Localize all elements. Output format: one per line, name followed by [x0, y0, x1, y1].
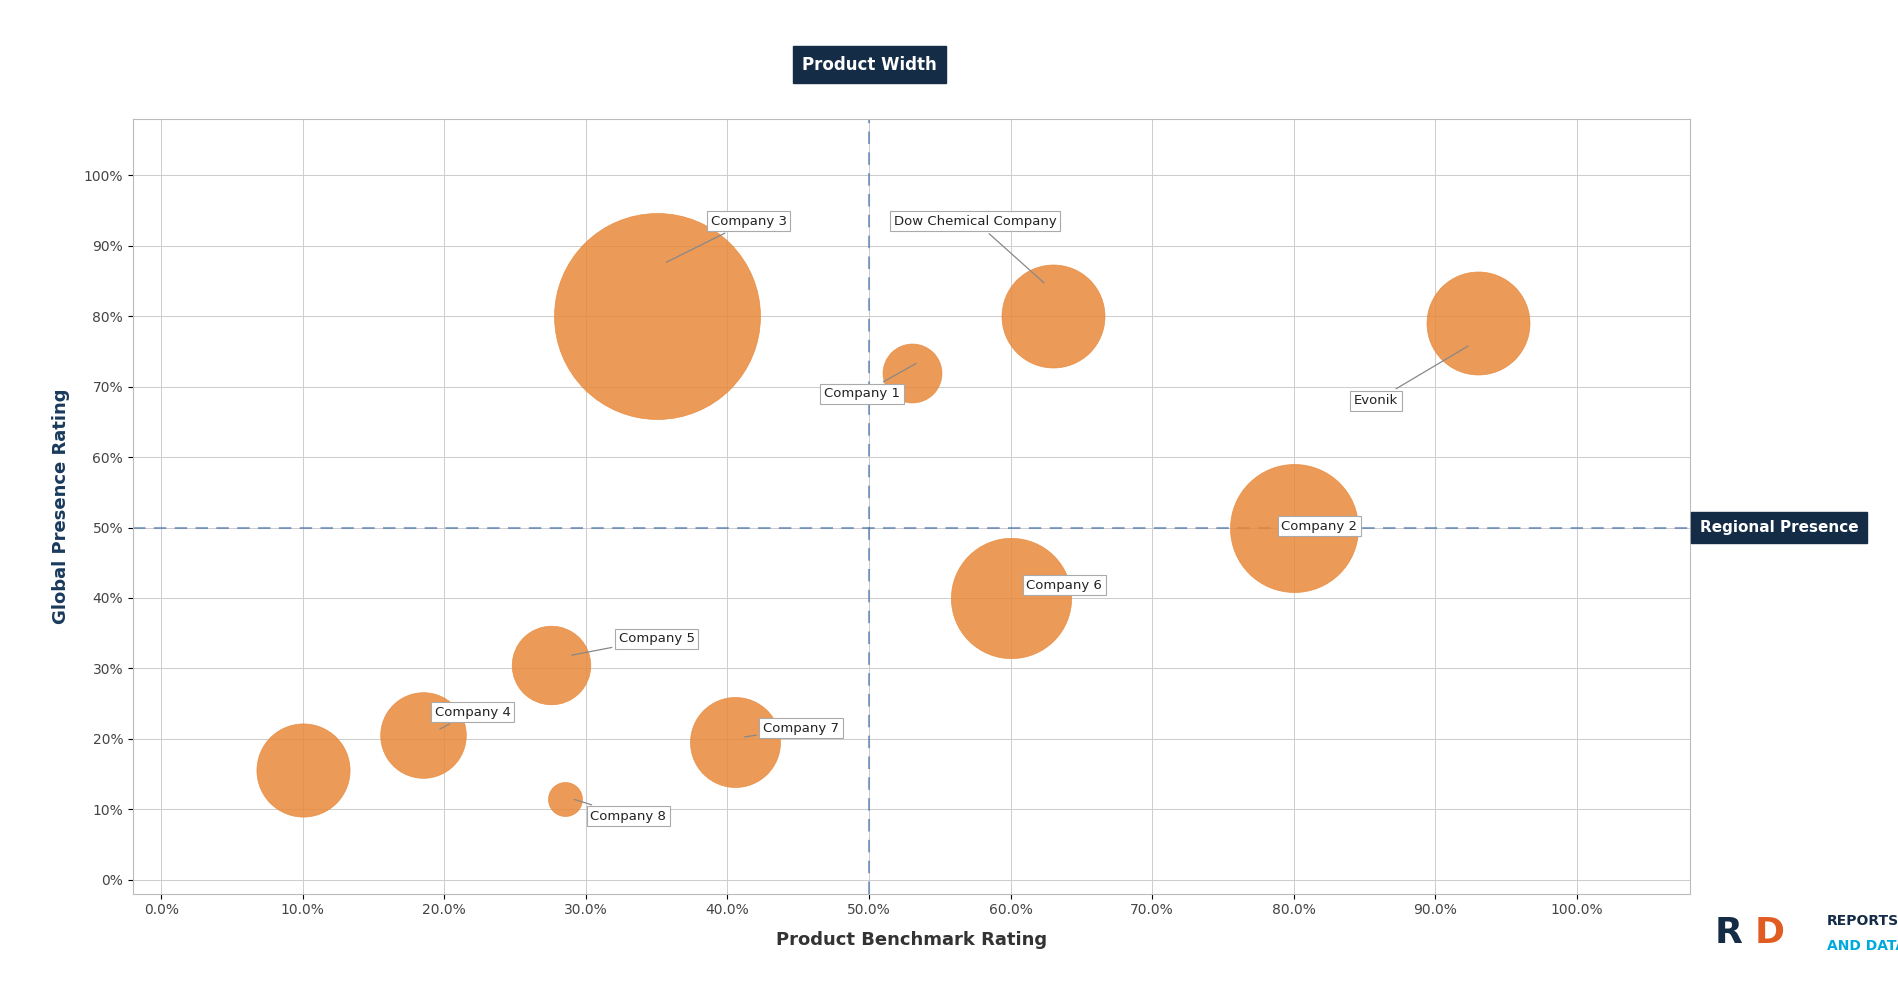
Point: [1038, 309, 1069, 325]
X-axis label: Product Benchmark Rating: Product Benchmark Rating: [776, 931, 1046, 949]
Point: [896, 364, 926, 380]
Point: [287, 763, 317, 779]
Text: AND DATA: AND DATA: [1826, 939, 1898, 953]
Point: [719, 735, 750, 751]
Text: Company 8: Company 8: [573, 799, 666, 823]
Text: Company 6: Company 6: [1027, 579, 1101, 592]
Text: Company 4: Company 4: [435, 706, 511, 729]
Text: Evonik: Evonik: [1353, 346, 1467, 407]
Text: R: R: [1714, 917, 1740, 950]
Text: Company 3: Company 3: [666, 214, 786, 262]
Point: [642, 309, 672, 325]
Text: Product Width: Product Width: [801, 56, 936, 73]
Text: REPORTS: REPORTS: [1826, 914, 1898, 927]
Point: [549, 790, 579, 806]
Point: [1277, 519, 1308, 535]
Text: D: D: [1754, 917, 1784, 950]
Text: Company 7: Company 7: [744, 722, 839, 737]
Text: Company 5: Company 5: [571, 633, 695, 655]
Point: [1461, 316, 1492, 332]
Text: Company 1: Company 1: [824, 363, 915, 400]
Point: [995, 590, 1025, 606]
Y-axis label: Global Presence Rating: Global Presence Rating: [51, 388, 70, 625]
Text: Company 2: Company 2: [1281, 519, 1357, 532]
Point: [535, 657, 566, 673]
Text: Regional Presence: Regional Presence: [1699, 520, 1858, 535]
Point: [408, 727, 438, 743]
Text: Dow Chemical Company: Dow Chemical Company: [894, 214, 1055, 283]
